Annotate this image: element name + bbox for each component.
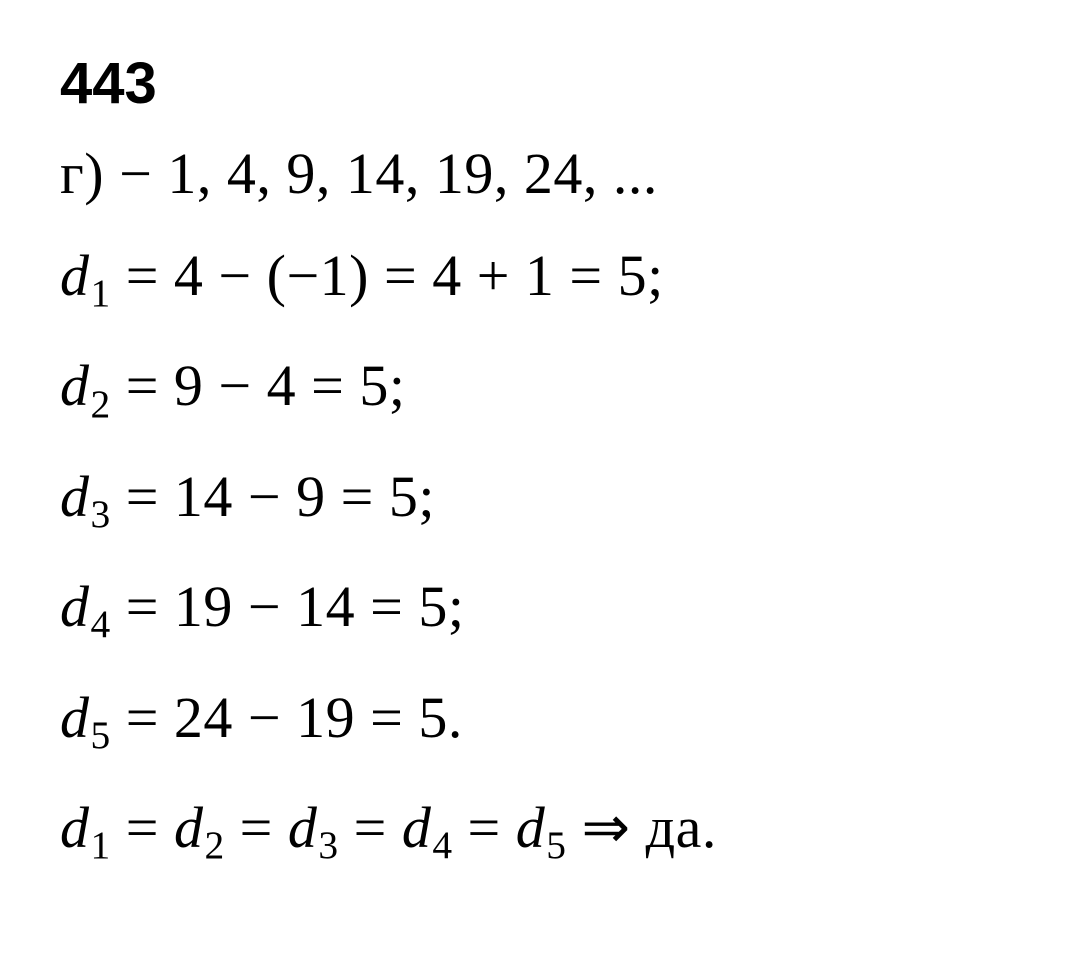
subscript: 3 xyxy=(90,492,111,536)
subscript: 5 xyxy=(545,823,566,867)
variable: d xyxy=(60,464,90,529)
variable: d xyxy=(60,353,90,418)
math-text: = 9 − 4 = 5; xyxy=(111,353,406,418)
subscript: 2 xyxy=(203,823,224,867)
subscript: 4 xyxy=(431,823,452,867)
problem-number: 443 xyxy=(60,50,1030,117)
math-lines-container: г) − 1, 4, 9, 14, 19, 24, ...d1 = 4 − (−… xyxy=(60,145,1030,866)
variable: d xyxy=(402,795,432,860)
variable: d xyxy=(516,795,546,860)
subscript: 3 xyxy=(317,823,338,867)
math-line: d2 = 9 − 4 = 5; xyxy=(60,357,1030,423)
subscript: 1 xyxy=(90,823,111,867)
variable: d xyxy=(60,795,90,860)
math-text: = 4 − (−1) = 4 + 1 = 5; xyxy=(111,243,664,308)
subscript: 5 xyxy=(90,713,111,757)
math-text: = xyxy=(111,795,174,860)
math-text: ⇒ да. xyxy=(566,795,716,860)
variable: d xyxy=(288,795,318,860)
variable: d xyxy=(60,574,90,639)
math-line: d5 = 24 − 19 = 5. xyxy=(60,689,1030,755)
math-text: = xyxy=(225,795,288,860)
math-line: d1 = d2 = d3 = d4 = d5 ⇒ да. xyxy=(60,799,1030,865)
math-text: = 14 − 9 = 5; xyxy=(111,464,435,529)
math-text: = 24 − 19 = 5. xyxy=(111,685,463,750)
math-text: = 19 − 14 = 5; xyxy=(111,574,465,639)
math-text: г) − 1, 4, 9, 14, 19, 24, ... xyxy=(60,141,658,206)
math-line: d3 = 14 − 9 = 5; xyxy=(60,468,1030,534)
math-text: = xyxy=(453,795,516,860)
subscript: 4 xyxy=(90,602,111,646)
variable: d xyxy=(174,795,204,860)
variable: d xyxy=(60,685,90,750)
subscript: 1 xyxy=(90,271,111,315)
subscript: 2 xyxy=(90,382,111,426)
math-line: d4 = 19 − 14 = 5; xyxy=(60,578,1030,644)
math-text: = xyxy=(339,795,402,860)
math-line: г) − 1, 4, 9, 14, 19, 24, ... xyxy=(60,145,1030,203)
math-line: d1 = 4 − (−1) = 4 + 1 = 5; xyxy=(60,247,1030,313)
variable: d xyxy=(60,243,90,308)
